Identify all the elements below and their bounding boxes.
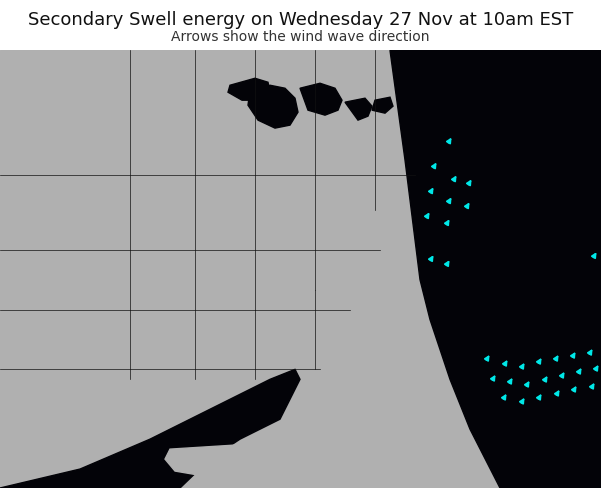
Polygon shape <box>372 98 393 114</box>
Polygon shape <box>300 84 342 116</box>
Polygon shape <box>345 99 372 121</box>
Polygon shape <box>228 79 270 101</box>
Polygon shape <box>0 369 300 488</box>
Polygon shape <box>248 86 298 129</box>
Polygon shape <box>390 51 601 488</box>
Polygon shape <box>165 444 265 477</box>
Text: Arrows show the wind wave direction: Arrows show the wind wave direction <box>171 30 430 44</box>
Text: Secondary Swell energy on Wednesday 27 Nov at 10am EST: Secondary Swell energy on Wednesday 27 N… <box>28 11 573 29</box>
